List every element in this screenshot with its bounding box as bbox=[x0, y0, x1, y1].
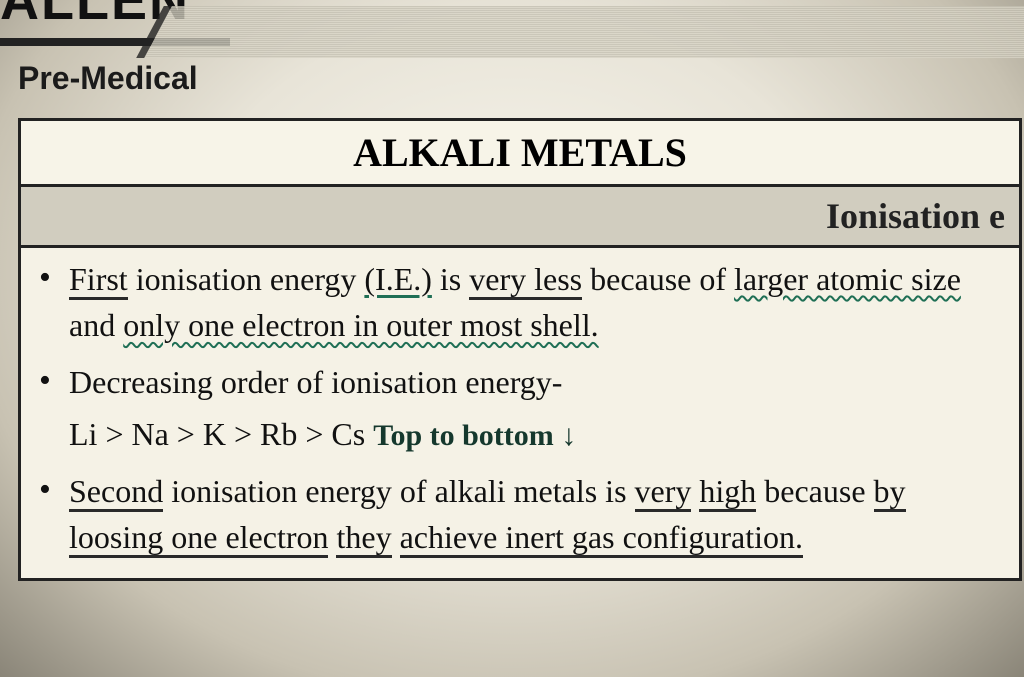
content-table: ALKALI METALS Ionisation e First ionisat… bbox=[18, 118, 1022, 581]
b1-t4: and bbox=[69, 307, 123, 343]
b3-t1: ionisation energy of alkali metals is bbox=[163, 473, 634, 509]
bullet-list: First ionisation energy (I.E.) is very l… bbox=[35, 256, 1005, 560]
b3-t5 bbox=[392, 519, 400, 555]
b1-onlyone: only one electron in outer most shell. bbox=[123, 307, 598, 343]
bullet-2: Decreasing order of ionisation energy- L… bbox=[35, 359, 1005, 458]
b3-second: Second bbox=[69, 473, 163, 512]
table-section-header: Ionisation e bbox=[20, 186, 1021, 247]
header-subtitle: Pre-Medical bbox=[18, 60, 198, 97]
bullet-3: Second ionisation energy of alkali metal… bbox=[35, 468, 1005, 561]
b3-t3: because bbox=[756, 473, 873, 509]
b1-larger: larger atomic size bbox=[734, 261, 961, 297]
b2-handwritten-note: Top to bottom ↓ bbox=[373, 419, 576, 452]
table-body: First ionisation energy (I.E.) is very l… bbox=[20, 247, 1021, 580]
table-title: ALKALI METALS bbox=[20, 120, 1021, 186]
b1-t3: because of bbox=[582, 261, 734, 297]
b1-first: First bbox=[69, 261, 128, 300]
b1-paren: (I.E.) bbox=[364, 261, 432, 297]
b3-high: high bbox=[699, 473, 756, 512]
page-header: ALLEN Pre-Medical bbox=[0, 0, 1024, 100]
b2-text: Decreasing order of ionisation energy- bbox=[69, 364, 562, 400]
b2-order: Li > Na > K > Rb > Cs bbox=[69, 416, 365, 452]
banner-strip bbox=[136, 6, 1024, 58]
b3-very: very bbox=[635, 473, 692, 512]
b1-t2: is bbox=[432, 261, 469, 297]
bullet-1: First ionisation energy (I.E.) is very l… bbox=[35, 256, 1005, 349]
b3-they: they bbox=[336, 519, 391, 558]
b1-veryless: very less bbox=[469, 261, 582, 300]
b3-achieve: achieve inert gas configuration. bbox=[400, 519, 803, 558]
b1-t1: ionisation energy bbox=[128, 261, 365, 297]
